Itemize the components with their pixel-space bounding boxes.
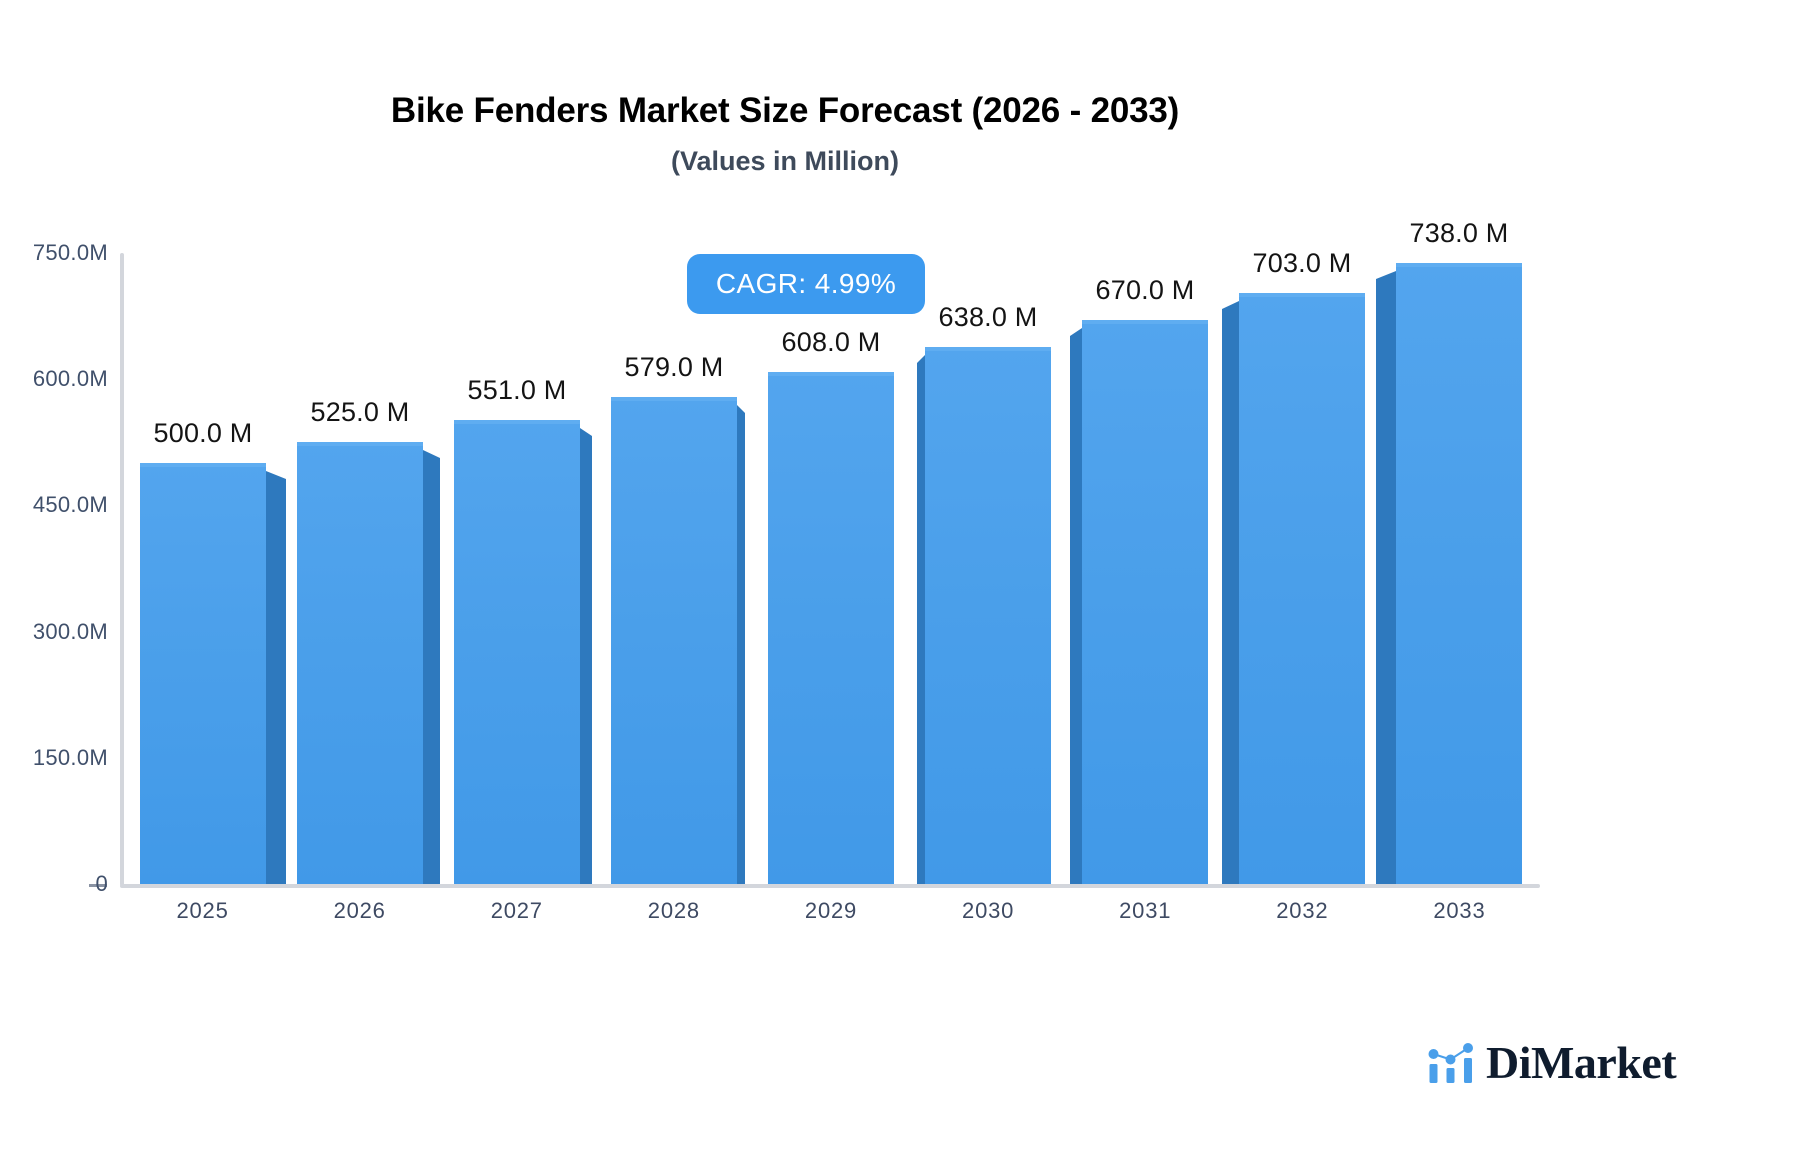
bar-top-edge: [925, 347, 1051, 351]
bar-value-label: 638.0 M: [938, 302, 1038, 332]
bar-face: [297, 442, 423, 884]
bar-top-edge: [1396, 263, 1522, 267]
cagr-badge: CAGR: 4.99%: [687, 254, 925, 314]
bar-face: [140, 463, 266, 884]
x-axis-tick-label: 2027: [490, 898, 543, 923]
bar-value-label: 608.0 M: [781, 327, 881, 357]
bar-column[interactable]: 525.0 M: [297, 0, 440, 884]
bar-top-edge: [1082, 320, 1208, 324]
title-block: Bike Fenders Market Size Forecast (2026 …: [0, 91, 1570, 176]
bar-face: [1239, 293, 1365, 884]
bar-face: [454, 420, 580, 884]
bar-3d-side: [1376, 271, 1396, 884]
x-axis-tick-label: 2033: [1433, 898, 1486, 923]
y-axis-tick-label: 750.0M: [32, 240, 108, 265]
logo-text: DiMarket: [1486, 1037, 1677, 1088]
y-axis-tick-label: 0: [95, 871, 108, 896]
bar-face: [925, 347, 1051, 884]
chart-subtitle: (Values in Million): [670, 145, 900, 176]
dimarket-logo: DiMarket: [1428, 1037, 1677, 1088]
x-axis-tick-label: 2032: [1276, 898, 1329, 923]
bar-value-label: 670.0 M: [1095, 275, 1195, 305]
y-axis-tick-label: 150.0M: [32, 744, 108, 770]
y-axis-tick-label: 450.0M: [32, 492, 108, 518]
bar-value-label: 551.0 M: [467, 375, 567, 405]
bar-top-edge: [140, 463, 266, 467]
bar-value-label: 738.0 M: [1409, 218, 1509, 248]
bar-3d-side: [1222, 301, 1239, 884]
y-axis-spine: [120, 253, 124, 886]
bar-3d-side: [423, 450, 440, 884]
bar-column[interactable]: 551.0 M: [454, 0, 592, 884]
x-axis-tick-label: 2031: [1119, 898, 1172, 923]
x-axis-line: [120, 884, 1540, 888]
bar-chart-logo-icon: [1428, 1043, 1473, 1083]
x-axis-tick-label: 2025: [176, 898, 229, 923]
bar-top-edge: [297, 442, 423, 446]
bar-value-label: 500.0 M: [153, 418, 253, 448]
bar-face: [1396, 263, 1522, 884]
bar-top-edge: [454, 420, 580, 424]
y-axis-tick-label: 300.0M: [32, 618, 108, 644]
x-axis-tick-label: 2030: [962, 898, 1015, 923]
bar-column[interactable]: 608.0 M: [768, 0, 894, 884]
y-axis-tick-labels: 0 150.0M 300.0M 450.0M 600.0M 750.0M: [0, 0, 108, 1156]
y-axis-tick-label: 600.0M: [32, 366, 108, 392]
bar-3d-side: [580, 428, 592, 884]
bar-top-edge: [1239, 293, 1365, 297]
bar-top-edge: [768, 372, 894, 376]
x-axis-tick-label: 2029: [804, 898, 858, 923]
bar-value-label: 525.0 M: [310, 397, 410, 427]
bar-column[interactable]: 500.0 M: [140, 0, 286, 884]
bar-top-edge: [611, 397, 737, 401]
bar-value-label: 703.0 M: [1252, 248, 1352, 278]
bar-column[interactable]: 638.0 M: [917, 0, 1051, 884]
bar-3d-side: [737, 405, 745, 884]
x-axis-tick-label: 2026: [333, 898, 386, 923]
bar-3d-side: [1070, 328, 1082, 884]
page-title: Bike Fenders Market Size Forecast (2026 …: [390, 91, 1180, 130]
bar-column[interactable]: 703.0 M: [1222, 0, 1365, 884]
bar-column[interactable]: 579.0 M: [611, 0, 745, 884]
cagr-badge-label: CAGR: 4.99%: [715, 268, 897, 299]
bar-face: [768, 372, 894, 884]
bar-column[interactable]: 670.0 M: [1070, 0, 1208, 884]
bar-column[interactable]: 738.0 M: [1376, 0, 1522, 884]
bar-face: [1082, 320, 1208, 884]
bar-face: [611, 397, 737, 884]
bar-value-label: 579.0 M: [624, 352, 724, 382]
y-axis-zero-tick: [89, 884, 107, 887]
bar-3d-side: [917, 355, 925, 884]
x-axis-tick-label: 2028: [647, 898, 700, 923]
bar-3d-side: [266, 471, 286, 884]
